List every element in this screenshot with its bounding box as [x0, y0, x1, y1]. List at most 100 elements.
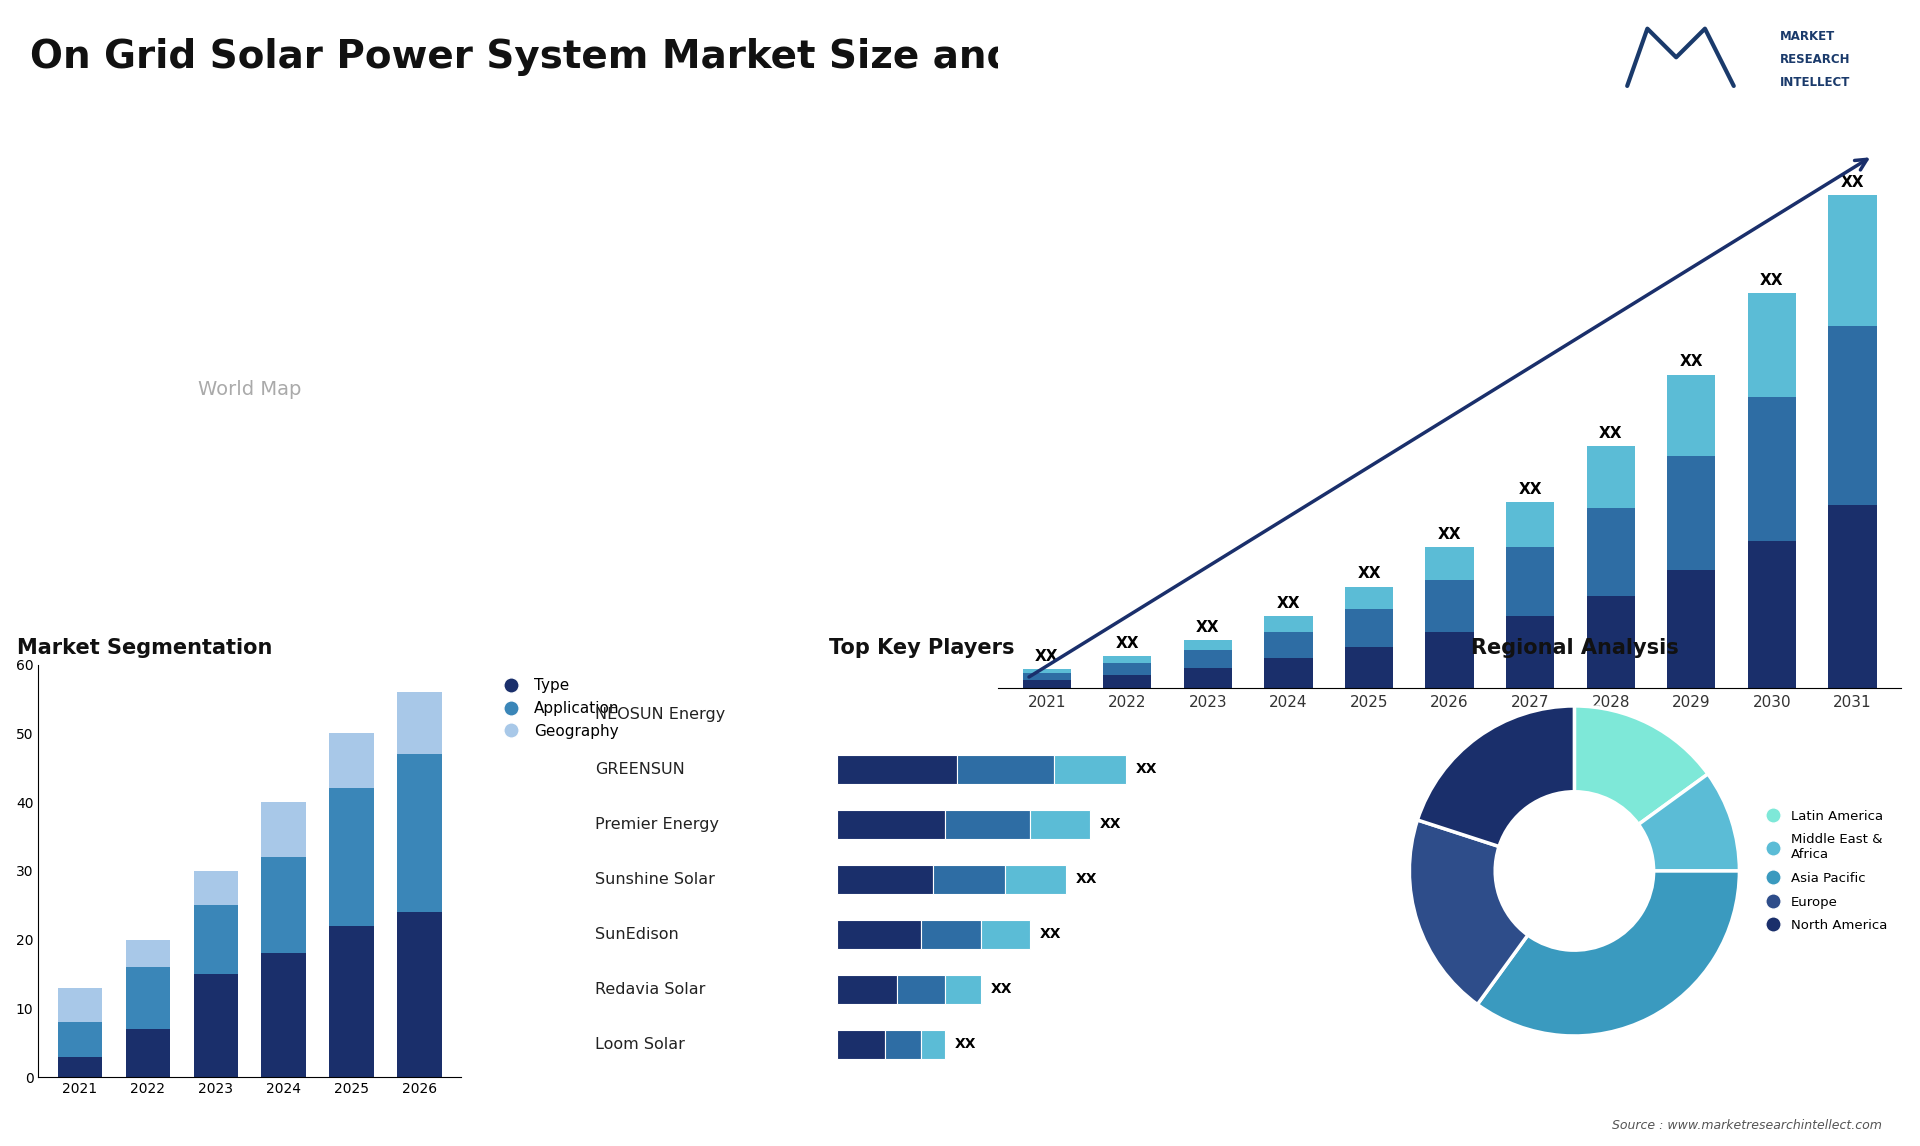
Bar: [1263, 633, 1313, 658]
Bar: [1667, 375, 1715, 456]
FancyBboxPatch shape: [837, 810, 945, 839]
Bar: [1747, 398, 1795, 541]
Bar: [1104, 662, 1152, 675]
Text: Source : www.marketresearchintellect.com: Source : www.marketresearchintellect.com: [1611, 1120, 1882, 1132]
Bar: [1023, 680, 1071, 688]
FancyBboxPatch shape: [922, 920, 981, 949]
Bar: [1828, 325, 1876, 505]
Bar: [1425, 548, 1475, 580]
Text: Redavia Solar: Redavia Solar: [595, 982, 705, 997]
FancyBboxPatch shape: [837, 920, 922, 949]
Text: XX: XX: [1599, 426, 1622, 441]
FancyBboxPatch shape: [945, 810, 1029, 839]
FancyBboxPatch shape: [1029, 810, 1091, 839]
Bar: [58, 1022, 102, 1057]
Circle shape: [1496, 792, 1653, 950]
Bar: [1425, 633, 1475, 688]
Bar: [1344, 610, 1394, 647]
Bar: [330, 926, 374, 1077]
Bar: [194, 871, 238, 905]
Text: Premier Energy: Premier Energy: [595, 817, 720, 832]
Text: XX: XX: [1116, 636, 1139, 651]
Bar: [125, 940, 169, 967]
Text: MARKET: MARKET: [1780, 30, 1836, 44]
Text: XX: XX: [1277, 596, 1300, 611]
Bar: [1505, 615, 1555, 688]
Text: XX: XX: [1100, 817, 1121, 831]
Text: Loom Solar: Loom Solar: [595, 1037, 685, 1052]
Bar: [1505, 502, 1555, 548]
Bar: [125, 1029, 169, 1077]
Bar: [1185, 650, 1233, 668]
Bar: [125, 967, 169, 1029]
FancyBboxPatch shape: [837, 755, 958, 784]
FancyBboxPatch shape: [945, 975, 981, 1004]
Bar: [330, 733, 374, 788]
Wedge shape: [1409, 821, 1528, 1004]
Wedge shape: [1476, 871, 1740, 1036]
Bar: [1263, 615, 1313, 633]
Bar: [397, 692, 442, 754]
Bar: [1185, 639, 1233, 650]
Text: XX: XX: [1137, 762, 1158, 776]
Bar: [1023, 669, 1071, 673]
Text: RESEARCH: RESEARCH: [1780, 53, 1851, 66]
Text: GREENSUN: GREENSUN: [595, 762, 685, 777]
Bar: [194, 974, 238, 1077]
Bar: [1586, 509, 1636, 596]
FancyBboxPatch shape: [981, 920, 1029, 949]
Bar: [1104, 657, 1152, 662]
Text: XX: XX: [1357, 566, 1380, 581]
FancyBboxPatch shape: [1006, 865, 1066, 894]
FancyBboxPatch shape: [933, 865, 1006, 894]
Bar: [397, 754, 442, 912]
Bar: [194, 905, 238, 974]
Bar: [261, 857, 305, 953]
Bar: [58, 1057, 102, 1077]
Bar: [1828, 505, 1876, 688]
Bar: [1828, 195, 1876, 325]
FancyBboxPatch shape: [885, 1030, 922, 1059]
Legend: Type, Application, Geography: Type, Application, Geography: [490, 673, 626, 745]
Bar: [1667, 456, 1715, 571]
Bar: [1344, 587, 1394, 610]
Bar: [1505, 548, 1555, 615]
Text: On Grid Solar Power System Market Size and Scope: On Grid Solar Power System Market Size a…: [31, 38, 1160, 77]
Text: Market Segmentation: Market Segmentation: [17, 637, 273, 658]
Text: XX: XX: [1519, 481, 1542, 496]
Wedge shape: [1638, 774, 1740, 871]
Bar: [1586, 596, 1636, 688]
Text: XX: XX: [1438, 527, 1461, 542]
FancyBboxPatch shape: [897, 975, 945, 1004]
Bar: [330, 788, 374, 926]
Text: XX: XX: [954, 1037, 977, 1051]
Text: XX: XX: [991, 982, 1012, 996]
Title: Regional Analysis: Regional Analysis: [1471, 637, 1678, 658]
Text: World Map: World Map: [198, 380, 301, 399]
FancyBboxPatch shape: [958, 755, 1054, 784]
Bar: [1747, 293, 1795, 398]
Text: Sunshine Solar: Sunshine Solar: [595, 872, 714, 887]
Title: Top Key Players: Top Key Players: [829, 637, 1014, 658]
Text: SunEdison: SunEdison: [595, 927, 680, 942]
Bar: [1185, 668, 1233, 688]
Bar: [1586, 446, 1636, 509]
Text: NEOSUN Energy: NEOSUN Energy: [595, 707, 726, 722]
Text: XX: XX: [1761, 273, 1784, 288]
Bar: [1747, 541, 1795, 688]
FancyBboxPatch shape: [837, 865, 933, 894]
Text: XX: XX: [1039, 927, 1062, 941]
Bar: [1023, 673, 1071, 680]
Bar: [397, 912, 442, 1077]
FancyBboxPatch shape: [1054, 755, 1125, 784]
Text: XX: XX: [1075, 872, 1096, 886]
FancyBboxPatch shape: [837, 1030, 885, 1059]
Wedge shape: [1417, 706, 1574, 847]
Bar: [58, 988, 102, 1022]
Bar: [261, 802, 305, 857]
Bar: [1667, 571, 1715, 688]
Bar: [1104, 675, 1152, 688]
Text: XX: XX: [1680, 354, 1703, 369]
Text: XX: XX: [1035, 649, 1058, 665]
FancyBboxPatch shape: [922, 1030, 945, 1059]
